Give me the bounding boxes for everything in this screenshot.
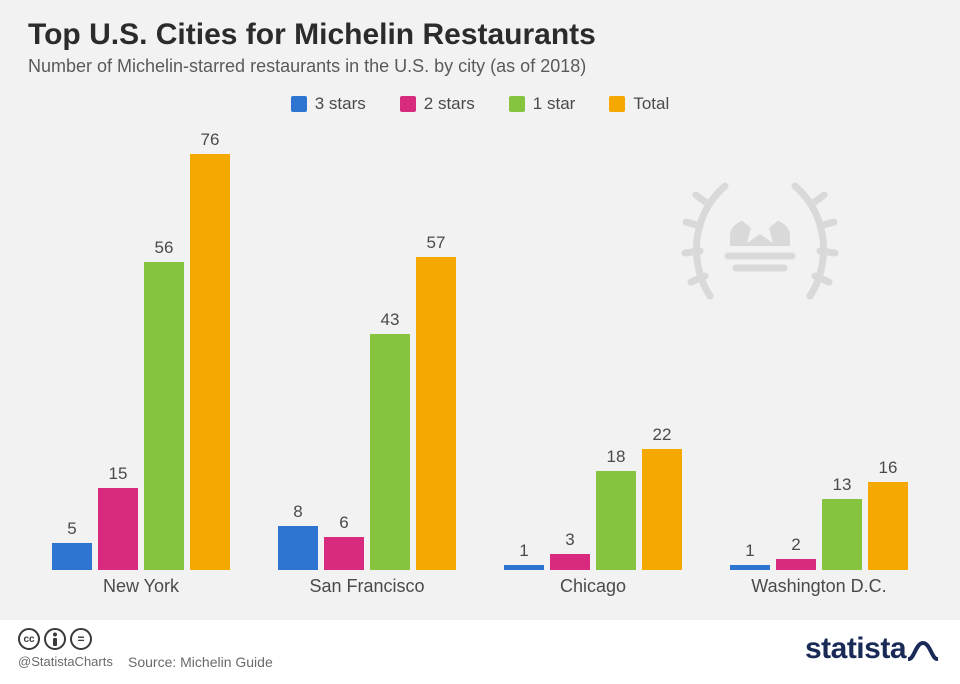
bar-wrap: 5 <box>52 130 92 570</box>
twitter-handle: @StatistaCharts <box>18 654 113 669</box>
chart-plot-area: 5155676864357131822121316 <box>28 130 932 570</box>
x-axis-label: San Francisco <box>254 576 480 597</box>
bar-value-label: 56 <box>155 238 174 258</box>
bar <box>144 262 184 570</box>
bar-value-label: 13 <box>833 475 852 495</box>
legend-item: Total <box>609 94 669 114</box>
source-name: Michelin Guide <box>180 654 273 670</box>
bar <box>278 526 318 570</box>
legend-label: 2 stars <box>424 94 475 114</box>
statista-wordmark: statista <box>805 632 906 666</box>
footer-bar: cc = @StatistaCharts Source: Michelin Gui… <box>0 620 960 684</box>
x-axis-label: New York <box>28 576 254 597</box>
legend-item: 1 star <box>509 94 576 114</box>
bar-wrap: 18 <box>596 130 636 570</box>
legend-item: 3 stars <box>291 94 366 114</box>
bar <box>504 565 544 571</box>
bar-wrap: 8 <box>278 130 318 570</box>
bar-value-label: 15 <box>109 464 128 484</box>
x-axis-label: Chicago <box>480 576 706 597</box>
bar <box>416 257 456 571</box>
cc-badge-icon <box>44 628 66 650</box>
chart-subtitle: Number of Michelin-starred restaurants i… <box>28 56 586 77</box>
bar-group: 5 15 56 76 <box>28 130 254 570</box>
bar-value-label: 43 <box>381 310 400 330</box>
bar-wrap: 13 <box>822 130 862 570</box>
cc-license-row: cc = <box>18 628 92 650</box>
bar-value-label: 57 <box>427 233 446 253</box>
cc-badge-icon: cc <box>18 628 40 650</box>
bar <box>52 543 92 571</box>
legend-label: 3 stars <box>315 94 366 114</box>
bar <box>822 499 862 571</box>
x-axis-label: Washington D.C. <box>706 576 932 597</box>
bar-wrap: 1 <box>504 130 544 570</box>
bar-value-label: 18 <box>607 447 626 467</box>
bar-value-label: 8 <box>293 502 302 522</box>
bar-wrap: 15 <box>98 130 138 570</box>
chart-title: Top U.S. Cities for Michelin Restaurants <box>28 18 596 52</box>
bar-wrap: 6 <box>324 130 364 570</box>
bar-wrap: 1 <box>730 130 770 570</box>
legend-swatch <box>609 96 625 112</box>
bar <box>550 554 590 571</box>
bar-wrap: 22 <box>642 130 682 570</box>
infographic-container: Top U.S. Cities for Michelin Restaurants… <box>0 0 960 684</box>
bar-wrap: 3 <box>550 130 590 570</box>
statista-logo: statista <box>805 632 938 666</box>
bar-wrap: 16 <box>868 130 908 570</box>
bar <box>642 449 682 570</box>
cc-badge-icon: = <box>70 628 92 650</box>
x-axis-labels: New YorkSan FranciscoChicagoWashington D… <box>28 576 932 597</box>
bar-value-label: 2 <box>791 535 800 555</box>
source-prefix: Source: <box>128 654 180 670</box>
bar-value-label: 22 <box>653 425 672 445</box>
bar-value-label: 16 <box>879 458 898 478</box>
bar-value-label: 76 <box>201 130 220 150</box>
bar-group: 1 3 18 22 <box>480 130 706 570</box>
legend-swatch <box>291 96 307 112</box>
legend-swatch <box>400 96 416 112</box>
legend-item: 2 stars <box>400 94 475 114</box>
bar-value-label: 1 <box>745 541 754 561</box>
bar-value-label: 1 <box>519 541 528 561</box>
source-text: Source: Michelin Guide <box>128 654 273 670</box>
bar <box>324 537 364 570</box>
bar <box>596 471 636 570</box>
bar-group: 1 2 13 16 <box>706 130 932 570</box>
legend-label: Total <box>633 94 669 114</box>
bar <box>868 482 908 570</box>
chart-legend: 3 stars 2 stars 1 star Total <box>0 94 960 114</box>
bar-wrap: 57 <box>416 130 456 570</box>
bar-wrap: 43 <box>370 130 410 570</box>
bar-wrap: 2 <box>776 130 816 570</box>
bar <box>190 154 230 570</box>
bar <box>776 559 816 570</box>
bar-value-label: 5 <box>67 519 76 539</box>
legend-label: 1 star <box>533 94 576 114</box>
bar-value-label: 6 <box>339 513 348 533</box>
statista-wave-icon <box>908 637 938 661</box>
bar-wrap: 56 <box>144 130 184 570</box>
bar <box>730 565 770 571</box>
legend-swatch <box>509 96 525 112</box>
bar <box>98 488 138 571</box>
bar <box>370 334 410 571</box>
bar-group: 8 6 43 57 <box>254 130 480 570</box>
bar-wrap: 76 <box>190 130 230 570</box>
bar-value-label: 3 <box>565 530 574 550</box>
